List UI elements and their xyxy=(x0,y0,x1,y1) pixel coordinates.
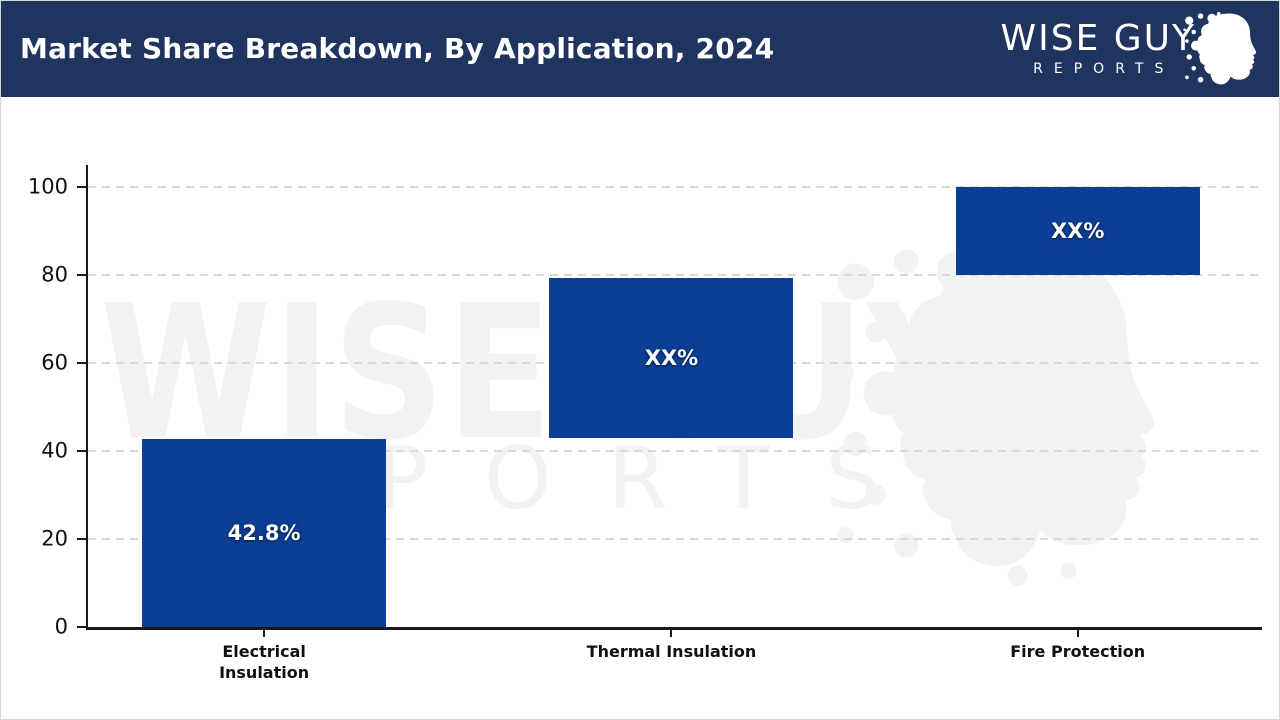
header: Market Share Breakdown, By Application, … xyxy=(0,0,1280,97)
x-tick-electrical-insulation xyxy=(263,630,266,637)
logo-wordmark: WISE GUY xyxy=(1000,18,1196,59)
y-tick-20 xyxy=(77,538,86,540)
bar-value-label: XX% xyxy=(1050,219,1105,243)
x-axis-spine xyxy=(86,627,1262,630)
bar-value-label: XX% xyxy=(644,345,699,370)
y-tick-label-0: 0 xyxy=(54,614,68,639)
x-category-label-fire-protection: Fire Protection xyxy=(1010,642,1146,661)
y-axis-spine xyxy=(86,165,88,630)
x-category-label-thermal-insulation: Thermal Insulation xyxy=(586,642,757,661)
y-tick-label-100: 100 xyxy=(27,174,68,199)
x-tick-thermal-insulation xyxy=(670,630,673,637)
gridline-100 xyxy=(88,186,1262,188)
x-tick-fire-protection xyxy=(1076,630,1079,637)
bar-value-label: 42.8% xyxy=(227,520,301,545)
logo-text: WISE GUY REPORTS xyxy=(1000,18,1197,77)
page-title: Market Share Breakdown, By Application, … xyxy=(20,32,775,65)
y-tick-60 xyxy=(77,362,86,364)
wise-guy-logo: WISE GUY REPORTS xyxy=(1001,7,1263,91)
plot-area: 0 20 40 60 80 100 42.8% Electrical Insulation XX… xyxy=(28,165,1262,682)
y-tick-label-60: 60 xyxy=(41,350,68,375)
logo-subtitle: REPORTS xyxy=(1033,61,1175,77)
y-tick-label-40: 40 xyxy=(41,438,68,463)
y-tick-80 xyxy=(77,274,86,276)
bar-electrical-insulation: 42.8% xyxy=(142,438,387,627)
gridline-20 xyxy=(88,538,1262,540)
y-tick-label-80: 80 xyxy=(41,262,68,287)
logo-head-icon xyxy=(1183,11,1257,84)
chart-region: WISE GUY REPORTS 0 20 40 60 80 100 42.8% Electr… xyxy=(0,97,1280,720)
y-tick-40 xyxy=(77,450,86,452)
gridline-80 xyxy=(88,274,1262,276)
bar-fire-protection: XX% xyxy=(955,187,1200,275)
bar-thermal-insulation: XX% xyxy=(549,277,794,438)
x-category-label-electrical-insulation: Electrical Insulation xyxy=(219,642,310,683)
y-tick-label-20: 20 xyxy=(41,526,68,551)
y-tick-100 xyxy=(77,186,86,188)
y-tick-0 xyxy=(77,626,86,628)
gridline-40 xyxy=(88,450,1262,452)
